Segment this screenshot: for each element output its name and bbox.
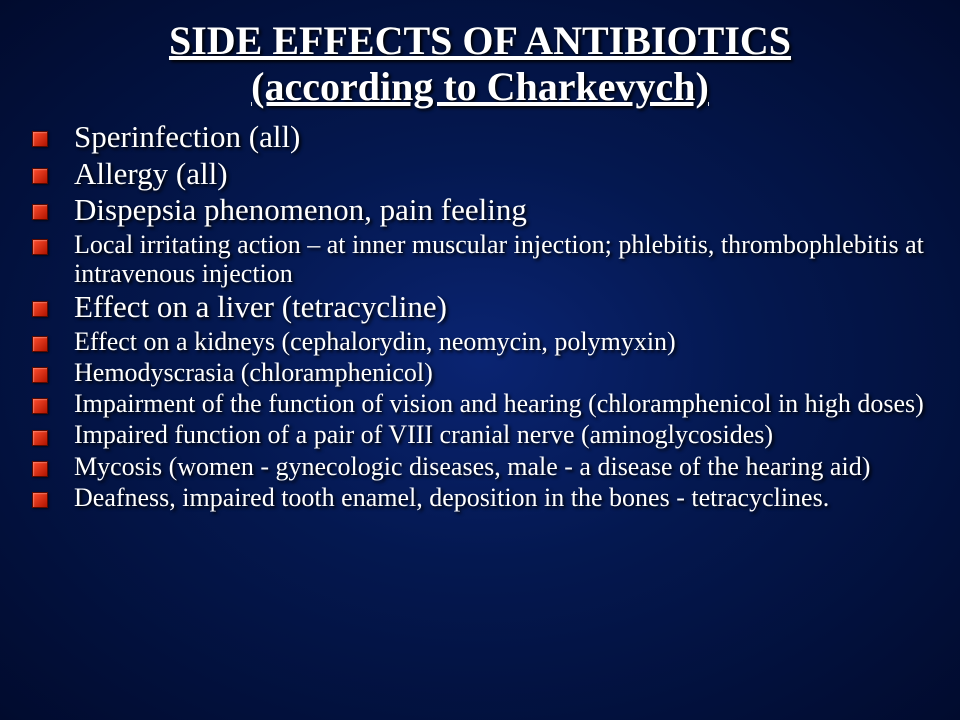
list-item: Hemodyscrasia (chloramphenicol) — [28, 358, 938, 387]
list-item-text: Impaired function of a pair of VIII cran… — [74, 420, 773, 449]
list-item: Impaired function of a pair of VIII cran… — [28, 420, 938, 449]
list-item: Sperinfection (all) — [28, 120, 938, 155]
bullet-list: Sperinfection (all) Allergy (all) Dispep… — [22, 120, 938, 512]
list-item-text: Sperinfection (all) — [74, 119, 300, 154]
list-item: Local irritating action – at inner muscu… — [28, 230, 938, 288]
list-item-text: Effect on a liver (tetracycline) — [74, 289, 447, 324]
list-item: Impairment of the function of vision and… — [28, 389, 938, 418]
list-item-text: Dispepsia phenomenon, pain feeling — [74, 192, 527, 227]
slide-title: SIDE EFFECTS OF ANTIBIOTICS (according t… — [22, 18, 938, 110]
title-line-2: (according to Charkevych) — [22, 64, 938, 110]
title-line-1: SIDE EFFECTS OF ANTIBIOTICS — [22, 18, 938, 64]
list-item: Effect on a kidneys (cephalorydin, neomy… — [28, 327, 938, 356]
list-item-text: Deafness, impaired tooth enamel, deposit… — [74, 483, 829, 512]
list-item-text: Local irritating action – at inner muscu… — [74, 230, 924, 288]
list-item-text: Hemodyscrasia (chloramphenicol) — [74, 358, 433, 387]
list-item: Mycosis (women - gynecologic diseases, m… — [28, 452, 938, 481]
list-item-text: Impairment of the function of vision and… — [74, 389, 924, 418]
list-item: Effect on a liver (tetracycline) — [28, 290, 938, 325]
list-item-text: Effect on a kidneys (cephalorydin, neomy… — [74, 327, 676, 356]
list-item-text: Allergy (all) — [74, 156, 228, 191]
list-item: Dispepsia phenomenon, pain feeling — [28, 193, 938, 228]
list-item-text: Mycosis (women - gynecologic diseases, m… — [74, 452, 870, 481]
list-item: Allergy (all) — [28, 157, 938, 192]
list-item: Deafness, impaired tooth enamel, deposit… — [28, 483, 938, 512]
